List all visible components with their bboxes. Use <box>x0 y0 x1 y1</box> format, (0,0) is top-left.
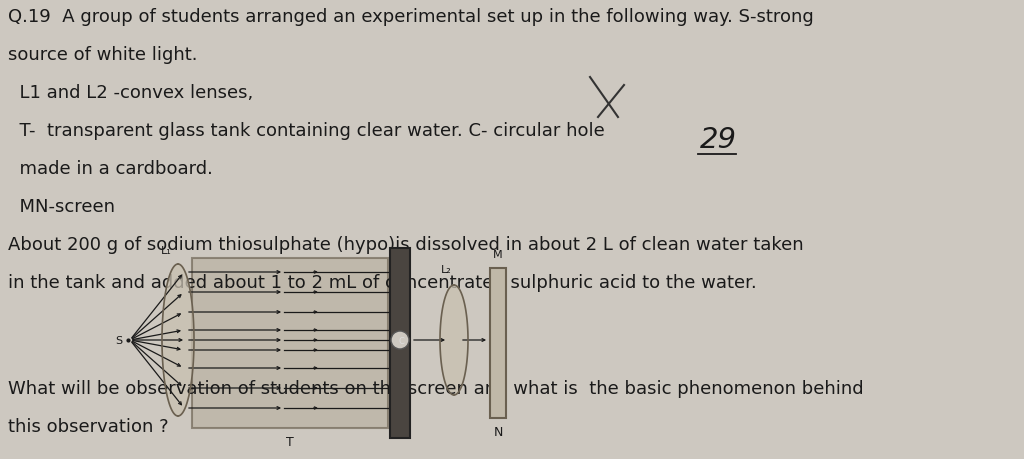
Text: T: T <box>286 436 294 449</box>
Text: L₁: L₁ <box>161 246 171 256</box>
Text: L1 and L2 -convex lenses,: L1 and L2 -convex lenses, <box>8 84 253 102</box>
Text: S: S <box>115 336 122 346</box>
Text: What will be observation of students on the screen and what is  the basic phenom: What will be observation of students on … <box>8 380 863 398</box>
Text: made in a cardboard.: made in a cardboard. <box>8 160 213 178</box>
Text: MN-screen: MN-screen <box>8 198 115 216</box>
Text: this observation ?: this observation ? <box>8 418 169 436</box>
Text: in the tank and added about 1 to 2 mL of concentrated sulphuric acid to the wate: in the tank and added about 1 to 2 mL of… <box>8 274 757 292</box>
Text: M: M <box>494 250 503 260</box>
Text: 29: 29 <box>700 126 737 154</box>
Polygon shape <box>162 264 194 416</box>
Polygon shape <box>490 268 506 418</box>
Text: C: C <box>398 337 403 347</box>
Text: N: N <box>494 426 503 439</box>
Text: T-  transparent glass tank containing clear water. C- circular hole: T- transparent glass tank containing cle… <box>8 122 605 140</box>
Text: Q.19  A group of students arranged an experimental set up in the following way. : Q.19 A group of students arranged an exp… <box>8 8 814 26</box>
Polygon shape <box>193 258 388 428</box>
Polygon shape <box>390 248 410 438</box>
Text: source of white light.: source of white light. <box>8 46 198 64</box>
Circle shape <box>391 331 409 349</box>
Text: L₂: L₂ <box>440 265 452 275</box>
Polygon shape <box>440 285 468 395</box>
Text: About 200 g of sodium thiosulphate (hypo)is dissolved in about 2 L of clean wate: About 200 g of sodium thiosulphate (hypo… <box>8 236 804 254</box>
